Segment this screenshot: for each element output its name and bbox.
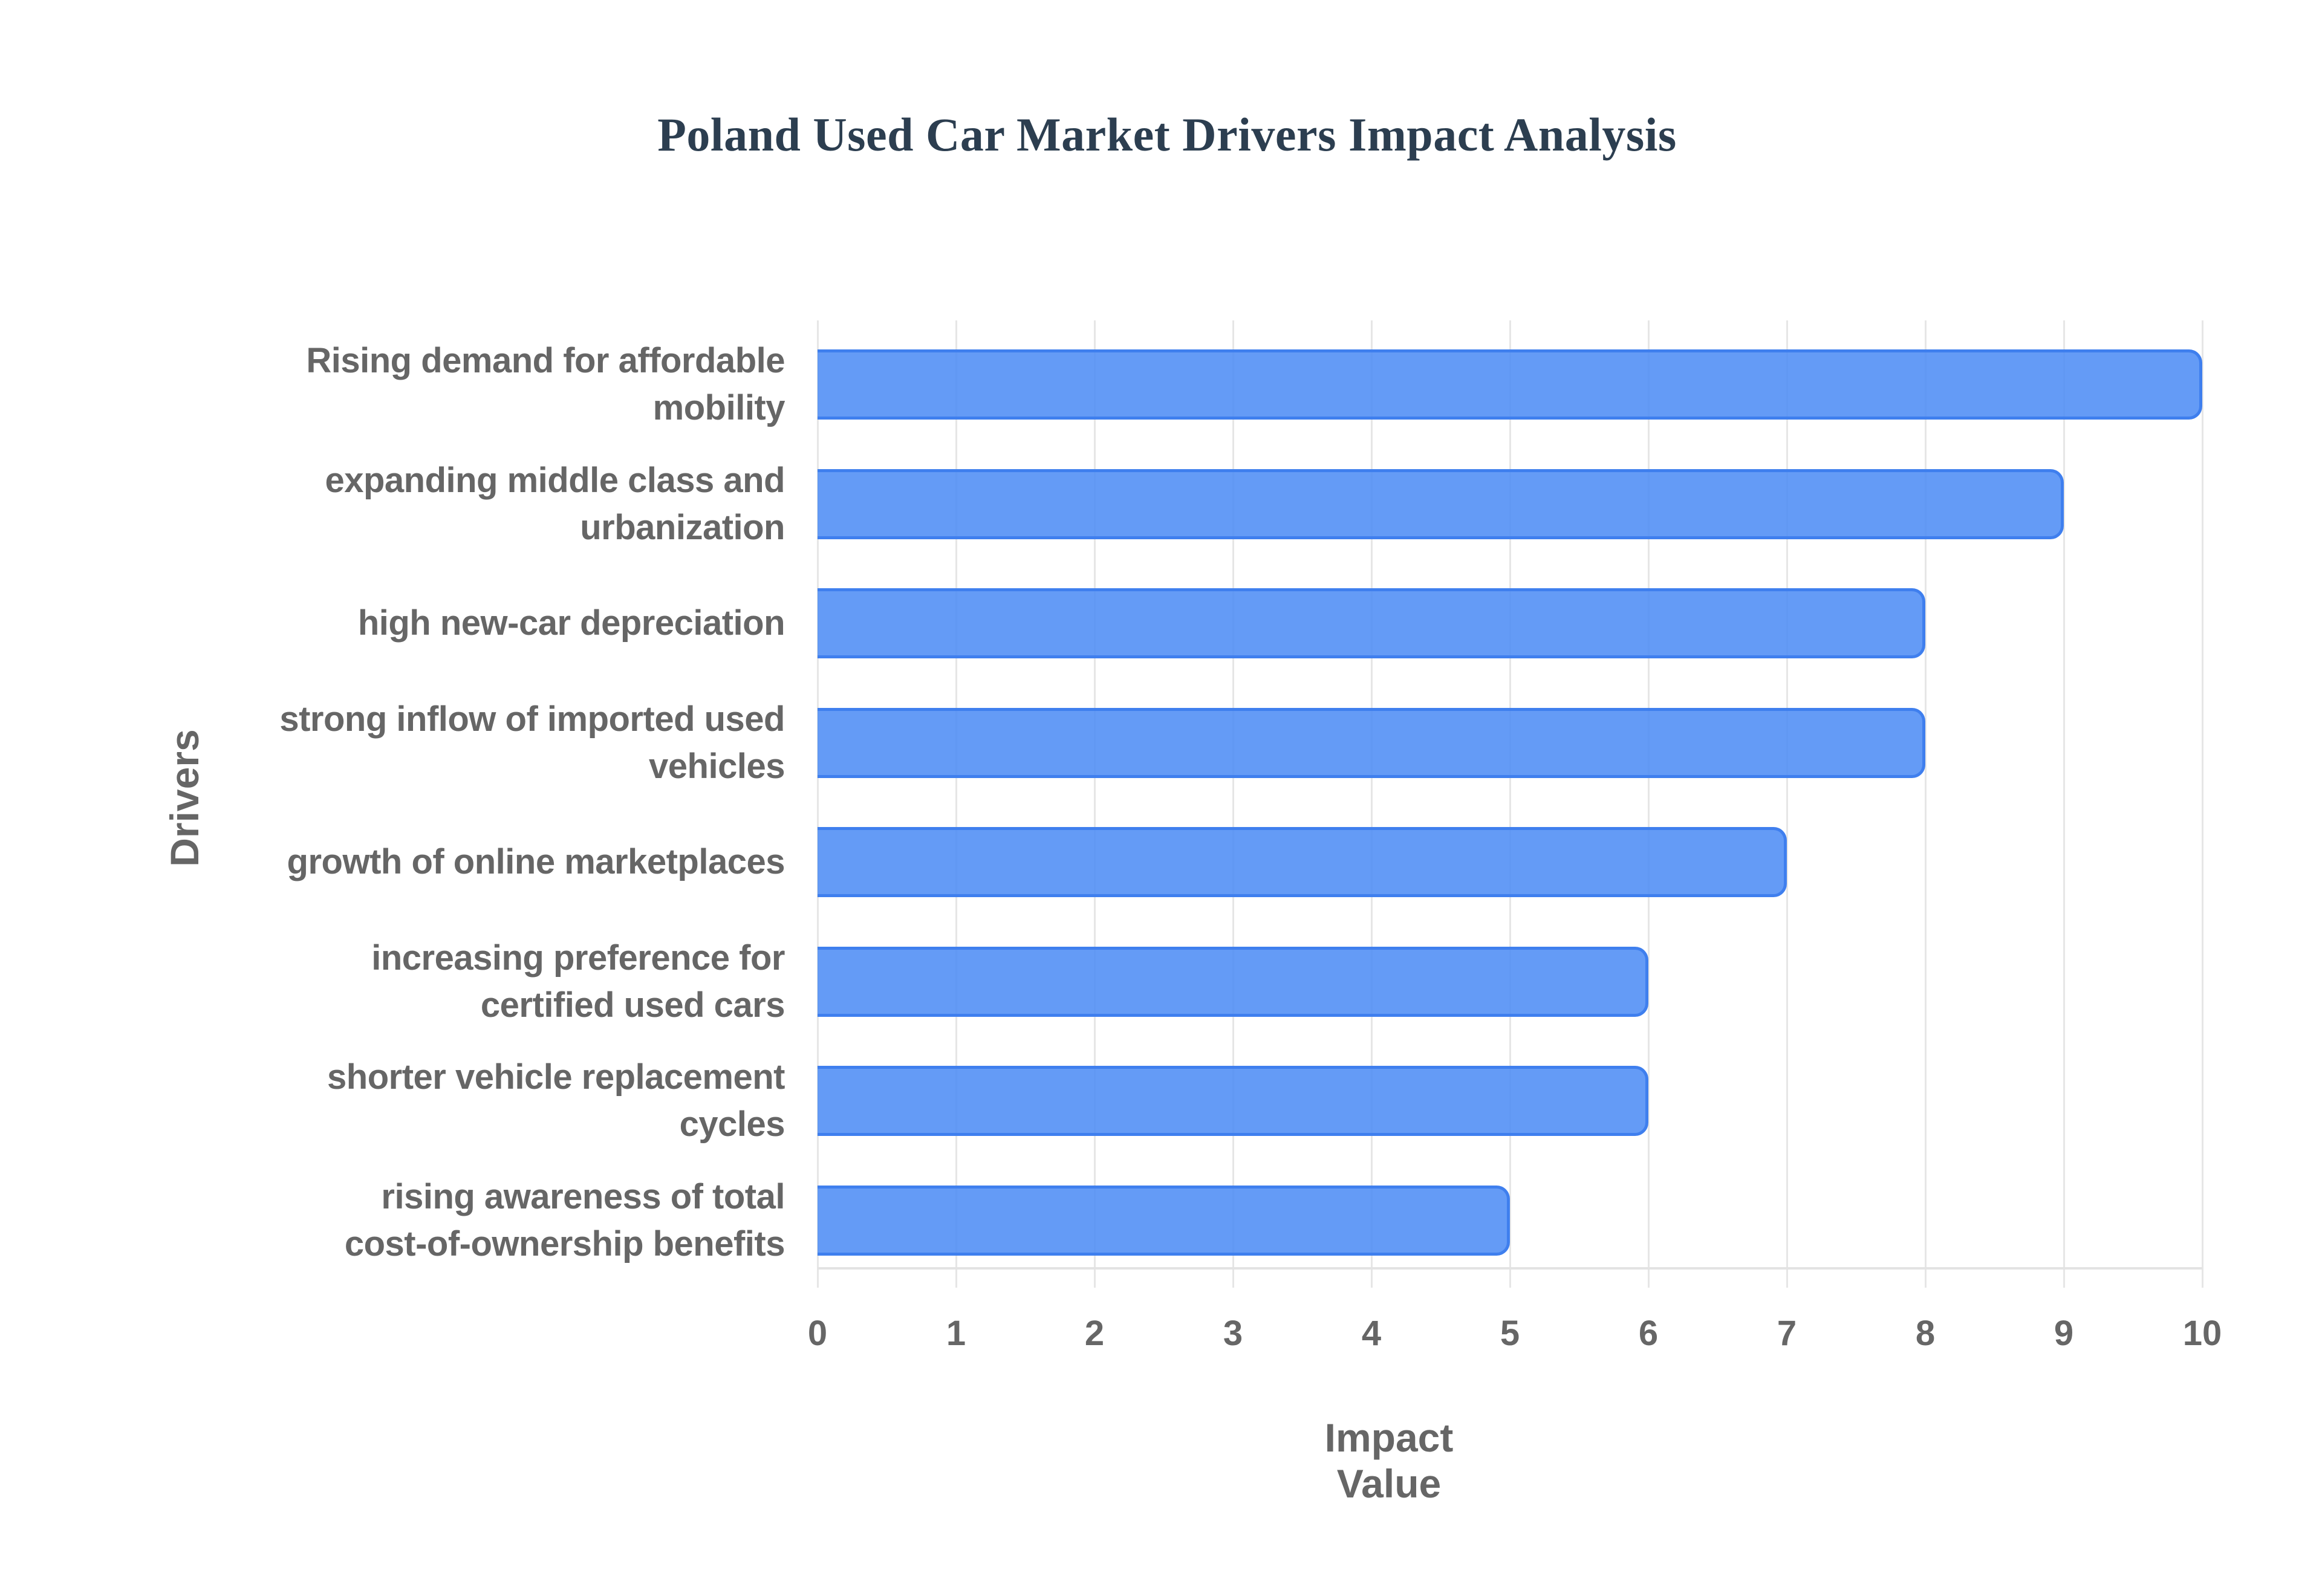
- x-tick-label: 6: [1638, 1314, 1659, 1353]
- chart-title: Poland Used Car Market Drivers Impact An…: [657, 108, 1677, 161]
- x-axis-line: [818, 1267, 2202, 1270]
- x-tick-label: 4: [1361, 1314, 1382, 1353]
- bar[interactable]: [818, 707, 1925, 778]
- gridline: [1371, 320, 1373, 1288]
- bar[interactable]: [818, 827, 1787, 897]
- bar[interactable]: [818, 469, 2064, 539]
- y-tick-label: growth of online marketplaces: [241, 839, 785, 886]
- gridline: [2063, 320, 2065, 1288]
- gridline: [817, 320, 819, 1288]
- gridline: [1509, 320, 1511, 1288]
- x-tick-label: 8: [1915, 1314, 1936, 1353]
- gridline: [1925, 320, 1927, 1288]
- y-axis-title: Drivers: [162, 729, 207, 867]
- gridline: [1232, 320, 1234, 1288]
- y-tick-label-line: shorter vehicle replacement: [327, 1057, 785, 1097]
- plot-area: [817, 320, 2203, 1288]
- y-tick-label-line: urbanization: [580, 507, 785, 547]
- y-tick-label-line: cost-of-ownership benefits: [344, 1224, 785, 1264]
- y-tick-label: high new-car depreciation: [241, 600, 785, 647]
- x-tick-label: 1: [946, 1314, 966, 1353]
- y-tick-label: expanding middle class and urbanization: [241, 457, 785, 551]
- y-tick-label-line: strong inflow of imported used: [279, 699, 785, 739]
- y-tick-label-line: cycles: [679, 1105, 785, 1144]
- bar[interactable]: [818, 349, 2202, 420]
- x-tick-label: 9: [2054, 1314, 2074, 1353]
- y-tick-label-line: growth of online marketplaces: [287, 842, 785, 881]
- y-tick-label: Rising demand for affordable mobility: [241, 337, 785, 432]
- y-tick-label: increasing preference for certified used …: [241, 935, 785, 1029]
- y-tick-label-line: mobility: [652, 388, 785, 427]
- bar[interactable]: [818, 588, 1925, 658]
- x-tick-label: 2: [1084, 1314, 1105, 1353]
- bar[interactable]: [818, 1066, 1648, 1136]
- gridline: [1786, 320, 1788, 1288]
- y-tick-label-line: expanding middle class and: [325, 460, 785, 500]
- bar[interactable]: [818, 1185, 1510, 1256]
- y-tick-label: shorter vehicle replacement cycles: [241, 1054, 785, 1148]
- x-tick-label: 10: [2182, 1314, 2222, 1353]
- gridline: [1648, 320, 1650, 1288]
- x-axis-title: Impact Value: [1324, 1415, 1454, 1506]
- y-tick-label: rising awareness of total cost-of-ownersh…: [241, 1173, 785, 1268]
- y-tick-label-line: high new-car depreciation: [357, 603, 785, 643]
- bar[interactable]: [818, 946, 1648, 1017]
- y-tick-label-line: vehicles: [649, 746, 785, 786]
- y-tick-label-line: rising awareness of total: [381, 1176, 785, 1216]
- x-tick-label: 3: [1223, 1314, 1243, 1353]
- x-tick-label: 7: [1777, 1314, 1797, 1353]
- y-tick-label-line: increasing preference for: [371, 938, 785, 978]
- y-tick-label-line: Rising demand for affordable: [306, 341, 785, 380]
- gridline: [2202, 320, 2203, 1288]
- x-tick-label: 0: [807, 1314, 828, 1353]
- gridline: [1094, 320, 1096, 1288]
- y-tick-label-line: certified used cars: [480, 985, 785, 1025]
- y-tick-label: strong inflow of imported used vehicles: [241, 696, 785, 790]
- x-tick-label: 5: [1500, 1314, 1520, 1353]
- gridline: [955, 320, 957, 1288]
